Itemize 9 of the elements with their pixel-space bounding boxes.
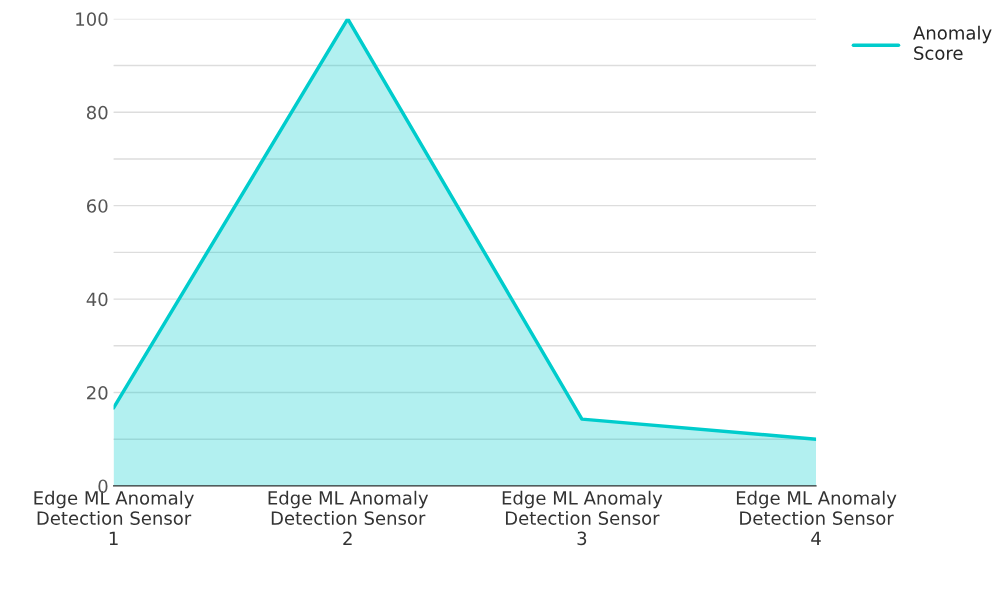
y-tick-label: 100 [76,12,108,26]
legend-label: Anomaly Score [913,25,992,60]
x-tick-label: Edge ML Anomaly Detection Sensor 2 [268,490,429,545]
y-tick-label: 80 [86,105,108,120]
x-tick-label: Edge ML Anomaly Detection Sensor 3 [502,490,663,546]
y-tick-label: 60 [86,199,108,213]
y-tick-label: 40 [86,292,108,307]
y-tick-label: 20 [87,385,108,400]
x-tick-label: Edge ML Anomaly Detection Sensor 4 [736,490,897,545]
